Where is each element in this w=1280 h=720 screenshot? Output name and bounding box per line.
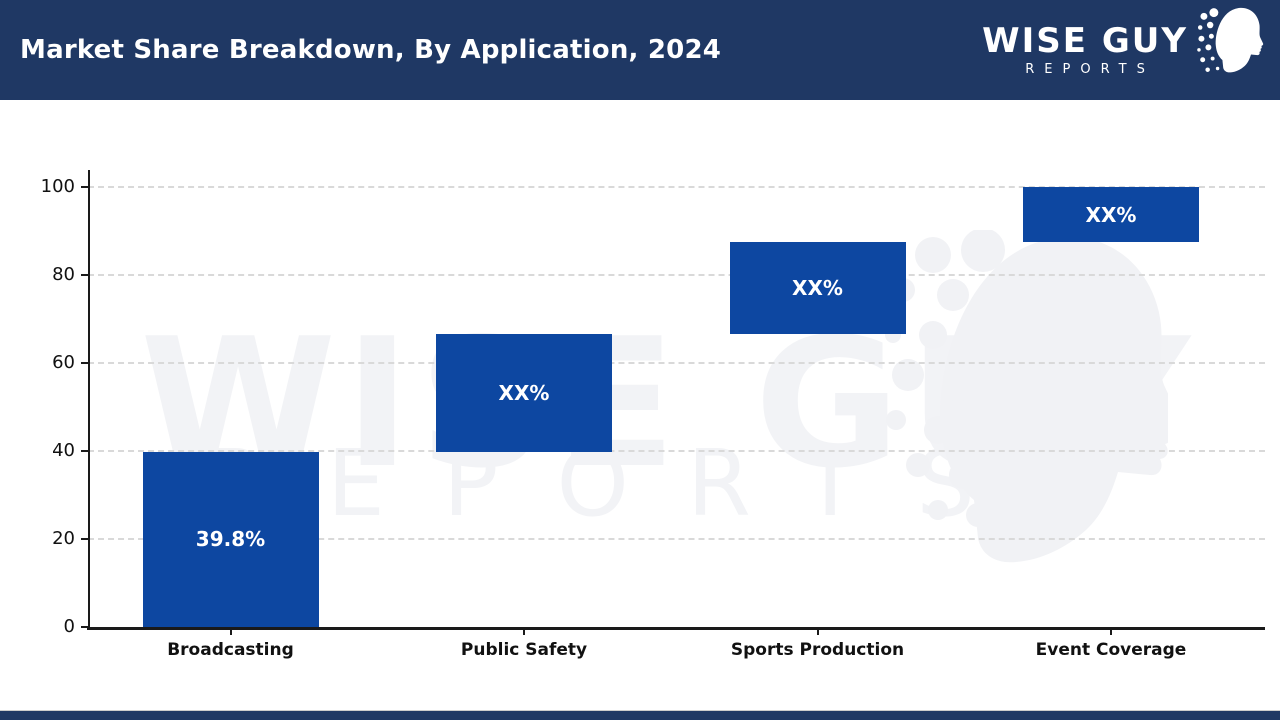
brand-subtitle: REPORTS xyxy=(1025,62,1155,77)
y-tick-label-100: 100 xyxy=(40,176,75,197)
gridline-60 xyxy=(88,362,1265,364)
bar-value-label: 39.8% xyxy=(195,527,266,552)
wiseguy-face-icon xyxy=(1194,6,1266,94)
x-category-label: Public Safety xyxy=(460,640,588,660)
brand-wordmark: WISE GUY REPORTS xyxy=(982,24,1188,76)
bar-value-label: XX% xyxy=(498,381,550,406)
x-category-label: Broadcasting xyxy=(167,640,294,660)
y-axis-line xyxy=(88,170,90,630)
y-tick-label-0: 0 xyxy=(63,616,75,637)
bar-value-label: XX% xyxy=(1085,202,1137,227)
brand-name: WISE GUY xyxy=(982,21,1188,61)
x-axis-tick-1 xyxy=(523,627,525,635)
gridline-80 xyxy=(88,274,1265,276)
gridline-20 xyxy=(88,538,1265,540)
y-axis-tick-40 xyxy=(81,450,88,452)
y-axis-tick-0 xyxy=(81,626,88,628)
footer-bar xyxy=(0,710,1280,720)
header-bar: Market Share Breakdown, By Application, … xyxy=(0,0,1280,100)
brand-logo: WISE GUY REPORTS xyxy=(982,6,1266,94)
page-title: Market Share Breakdown, By Application, … xyxy=(20,35,722,65)
bar-public-safety: XX% xyxy=(436,334,612,452)
gridline-40 xyxy=(88,450,1265,452)
x-axis-tick-2 xyxy=(816,627,819,635)
x-axis-line xyxy=(87,627,1265,630)
x-category-label: Sports Production xyxy=(730,640,905,660)
x-category-label: Event Coverage xyxy=(1035,640,1187,660)
y-tick-label-60: 60 xyxy=(52,352,75,373)
gridline-100 xyxy=(88,186,1265,188)
bar-value-label: XX% xyxy=(792,276,843,301)
y-axis-tick-20 xyxy=(81,538,88,540)
y-tick-label-40: 40 xyxy=(52,440,75,461)
x-axis-tick-3 xyxy=(1110,627,1112,635)
y-axis-tick-60 xyxy=(81,362,88,364)
x-axis-tick-0 xyxy=(229,627,232,635)
y-tick-label-20: 20 xyxy=(52,528,75,549)
y-tick-label-80: 80 xyxy=(52,264,75,285)
bar-broadcasting: 39.8% xyxy=(142,451,319,627)
y-axis-tick-80 xyxy=(81,274,88,276)
y-axis-tick-100 xyxy=(81,186,88,188)
bar-event-coverage: XX% xyxy=(1023,187,1199,243)
bar-sports-production: XX% xyxy=(729,242,906,335)
